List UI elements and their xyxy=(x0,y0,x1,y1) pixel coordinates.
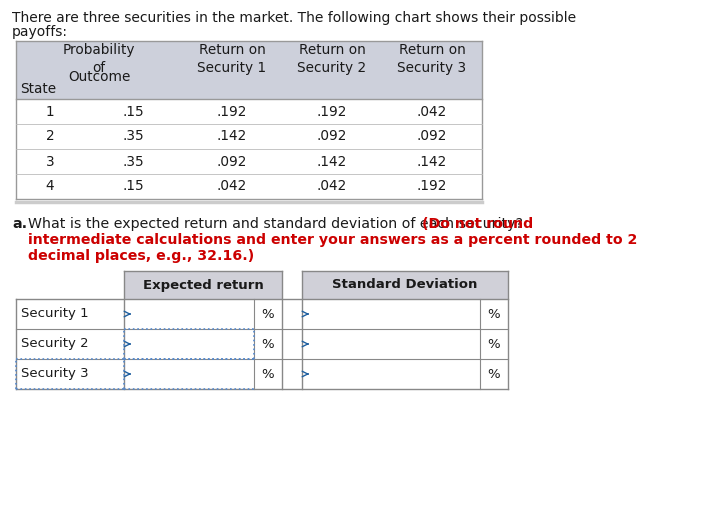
Bar xyxy=(124,359,254,389)
Bar xyxy=(124,271,282,299)
Text: Security 2: Security 2 xyxy=(21,337,89,351)
Bar xyxy=(124,329,254,359)
Text: .192: .192 xyxy=(417,180,447,194)
Text: What is the expected return and standard deviation of each security?: What is the expected return and standard… xyxy=(28,217,528,231)
Bar xyxy=(302,271,508,299)
Text: %: % xyxy=(261,337,274,351)
Text: Return on
Security 2: Return on Security 2 xyxy=(298,43,367,75)
Text: 3: 3 xyxy=(46,154,55,168)
Text: .15: .15 xyxy=(122,105,144,118)
Text: Expected return: Expected return xyxy=(143,279,264,291)
Text: a.: a. xyxy=(12,217,27,231)
Text: .15: .15 xyxy=(122,180,144,194)
Text: %: % xyxy=(488,307,500,320)
Text: .192: .192 xyxy=(217,105,248,118)
Text: .092: .092 xyxy=(217,154,248,168)
Bar xyxy=(16,124,482,149)
Text: Outcome: Outcome xyxy=(68,70,130,84)
Text: %: % xyxy=(261,307,274,320)
Bar xyxy=(16,99,482,124)
Text: .092: .092 xyxy=(317,129,347,144)
Text: .092: .092 xyxy=(417,129,447,144)
Bar xyxy=(16,174,482,199)
Bar xyxy=(302,329,480,359)
Text: .35: .35 xyxy=(122,154,144,168)
Bar xyxy=(302,359,480,389)
Text: .042: .042 xyxy=(417,105,447,118)
Text: (Do not round: (Do not round xyxy=(422,217,534,231)
Bar xyxy=(302,299,480,329)
Text: %: % xyxy=(488,337,500,351)
Text: .142: .142 xyxy=(217,129,247,144)
Text: Standard Deviation: Standard Deviation xyxy=(332,279,478,291)
Text: .042: .042 xyxy=(217,180,247,194)
Text: There are three securities in the market. The following chart shows their possib: There are three securities in the market… xyxy=(12,11,576,25)
Text: %: % xyxy=(488,368,500,381)
Text: Security 1: Security 1 xyxy=(21,307,89,320)
Bar xyxy=(124,299,254,329)
Text: 1: 1 xyxy=(46,105,55,118)
Bar xyxy=(16,149,482,174)
Text: 4: 4 xyxy=(46,180,55,194)
Text: decimal places, e.g., 32.16.): decimal places, e.g., 32.16.) xyxy=(28,249,254,263)
Text: Probability
of: Probability of xyxy=(63,43,135,75)
Text: .142: .142 xyxy=(317,154,347,168)
Text: Return on
Security 3: Return on Security 3 xyxy=(397,43,467,75)
Text: Return on
Security 1: Return on Security 1 xyxy=(197,43,266,75)
Bar xyxy=(16,41,482,99)
Text: .142: .142 xyxy=(417,154,447,168)
Text: payoffs:: payoffs: xyxy=(12,25,68,39)
Text: %: % xyxy=(261,368,274,381)
Text: 2: 2 xyxy=(46,129,55,144)
Text: .35: .35 xyxy=(122,129,144,144)
Text: .042: .042 xyxy=(317,180,347,194)
Text: intermediate calculations and enter your answers as a percent rounded to 2: intermediate calculations and enter your… xyxy=(28,233,638,247)
Text: .192: .192 xyxy=(317,105,347,118)
Text: State: State xyxy=(20,82,56,96)
Text: Security 3: Security 3 xyxy=(21,368,89,381)
